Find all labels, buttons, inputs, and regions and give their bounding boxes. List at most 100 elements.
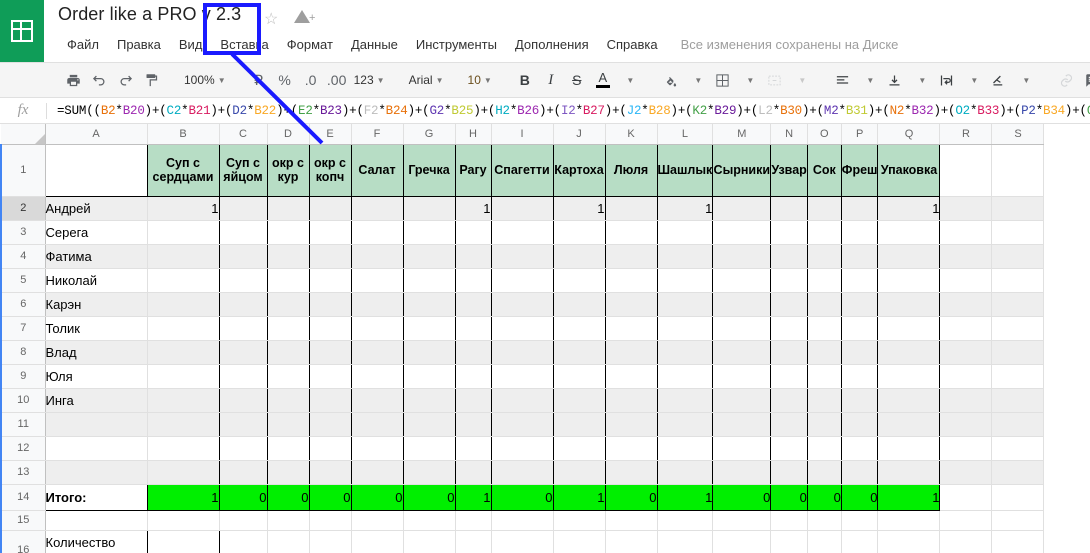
- order-cell-Q6[interactable]: [877, 292, 941, 317]
- order-cell-P5[interactable]: [841, 268, 879, 293]
- document-title[interactable]: Order like a PRO v 2.3: [58, 4, 242, 24]
- cell-A1[interactable]: [44, 143, 148, 197]
- column-header-B[interactable]: B: [147, 124, 220, 145]
- column-header-F[interactable]: F: [351, 124, 404, 145]
- total-cell-L14[interactable]: 1: [656, 483, 714, 511]
- text-color-button[interactable]: A: [590, 67, 616, 93]
- row-header-6[interactable]: 6: [0, 292, 46, 317]
- total-cell-H14[interactable]: 1: [454, 483, 492, 511]
- cell-K13[interactable]: [604, 460, 658, 485]
- order-cell-B8[interactable]: [146, 340, 220, 365]
- borders-icon[interactable]: [710, 67, 736, 93]
- chevron-down-icon[interactable]: ▼: [866, 75, 875, 85]
- order-cell-L7[interactable]: [657, 316, 714, 341]
- cell-A11[interactable]: [45, 412, 148, 437]
- total-cell-N14[interactable]: 0: [770, 483, 808, 511]
- cell-H11[interactable]: [454, 412, 492, 437]
- cell-A12[interactable]: [45, 436, 148, 461]
- order-cell-G5[interactable]: [403, 268, 456, 293]
- cell-P12[interactable]: [840, 436, 879, 461]
- total-cell-I14[interactable]: 0: [490, 483, 554, 511]
- cell-M12[interactable]: [712, 436, 772, 461]
- order-cell-H3[interactable]: [455, 220, 492, 245]
- person-name-10[interactable]: Инга: [45, 388, 148, 413]
- order-cell-D2[interactable]: [267, 196, 310, 221]
- cell-S13[interactable]: [991, 460, 1045, 485]
- redo-icon[interactable]: [112, 67, 138, 93]
- order-cell-I9[interactable]: [491, 364, 554, 389]
- order-cell-H6[interactable]: [455, 292, 492, 317]
- cell-B12[interactable]: [146, 436, 220, 461]
- order-cell-J2[interactable]: 1: [553, 196, 606, 221]
- order-cell-B2[interactable]: 1: [146, 196, 220, 221]
- column-header-J[interactable]: J: [553, 124, 606, 145]
- cell-E16[interactable]: [309, 530, 352, 553]
- row-header-2[interactable]: 2: [0, 196, 46, 221]
- order-cell-C6[interactable]: [219, 292, 268, 317]
- order-cell-L8[interactable]: [657, 340, 714, 365]
- order-cell-E6[interactable]: [309, 292, 352, 317]
- cell-N11[interactable]: [770, 412, 808, 437]
- increase-decimal-button[interactable]: .00: [326, 72, 347, 88]
- people-count-label[interactable]: Количество человек: [44, 529, 148, 553]
- order-cell-J10[interactable]: [553, 388, 606, 413]
- dish-header-F1[interactable]: Салат: [350, 143, 404, 197]
- chevron-down-icon[interactable]: ▼: [746, 75, 755, 85]
- person-name-8[interactable]: Влад: [45, 340, 148, 365]
- row-header-10[interactable]: 10: [0, 388, 46, 413]
- order-cell-J7[interactable]: [553, 316, 606, 341]
- chevron-down-icon[interactable]: ▼: [1022, 75, 1031, 85]
- cell-R8[interactable]: [939, 340, 993, 365]
- cell-I12[interactable]: [490, 436, 554, 461]
- order-cell-I6[interactable]: [491, 292, 554, 317]
- cell-R7[interactable]: [939, 316, 993, 341]
- order-cell-M4[interactable]: [712, 244, 772, 269]
- cell-N15[interactable]: [770, 510, 808, 531]
- cell-D15[interactable]: [267, 510, 310, 531]
- cell-S7[interactable]: [991, 316, 1045, 341]
- order-cell-H10[interactable]: [455, 388, 492, 413]
- cell-R6[interactable]: [939, 292, 993, 317]
- chevron-down-icon[interactable]: ▼: [694, 75, 703, 85]
- cell-N12[interactable]: [770, 436, 808, 461]
- menu-edit[interactable]: Правка: [116, 37, 161, 52]
- row-header-5[interactable]: 5: [0, 268, 46, 293]
- cell-R1[interactable]: [939, 144, 993, 197]
- order-cell-G2[interactable]: [403, 196, 456, 221]
- order-cell-P6[interactable]: [841, 292, 879, 317]
- cell-A13[interactable]: [45, 460, 148, 485]
- order-cell-O9[interactable]: [807, 364, 842, 389]
- order-cell-O10[interactable]: [807, 388, 842, 413]
- font-family-select[interactable]: Arial ▼: [405, 73, 448, 87]
- cell-M11[interactable]: [712, 412, 772, 437]
- cell-R4[interactable]: [939, 244, 993, 269]
- order-cell-O5[interactable]: [807, 268, 842, 293]
- order-cell-L9[interactable]: [657, 364, 714, 389]
- order-cell-C9[interactable]: [219, 364, 268, 389]
- total-cell-G14[interactable]: 0: [402, 483, 456, 511]
- order-cell-D8[interactable]: [267, 340, 310, 365]
- cell-F15[interactable]: [351, 510, 404, 531]
- order-cell-N8[interactable]: [770, 340, 808, 365]
- row-header-12[interactable]: 12: [0, 436, 46, 461]
- menu-file[interactable]: Файл: [67, 37, 99, 52]
- number-format-select[interactable]: 123 ▼: [350, 73, 389, 87]
- cell-D16[interactable]: [267, 530, 310, 553]
- order-cell-B3[interactable]: [146, 220, 220, 245]
- dish-header-I1[interactable]: Спагетти: [490, 143, 554, 197]
- order-cell-P8[interactable]: [841, 340, 879, 365]
- order-cell-D7[interactable]: [267, 316, 310, 341]
- order-cell-I2[interactable]: [491, 196, 554, 221]
- menu-tools[interactable]: Инструменты: [415, 37, 497, 52]
- cell-S3[interactable]: [991, 220, 1045, 245]
- order-cell-F2[interactable]: [351, 196, 404, 221]
- column-header-H[interactable]: H: [455, 124, 492, 145]
- order-cell-E2[interactable]: [309, 196, 352, 221]
- cell-J16[interactable]: [553, 530, 606, 553]
- row-header-13[interactable]: 13: [0, 460, 46, 485]
- cell-H12[interactable]: [454, 436, 492, 461]
- cell-G16[interactable]: [403, 530, 456, 553]
- order-cell-G6[interactable]: [403, 292, 456, 317]
- order-cell-B10[interactable]: [146, 388, 220, 413]
- order-cell-E3[interactable]: [309, 220, 352, 245]
